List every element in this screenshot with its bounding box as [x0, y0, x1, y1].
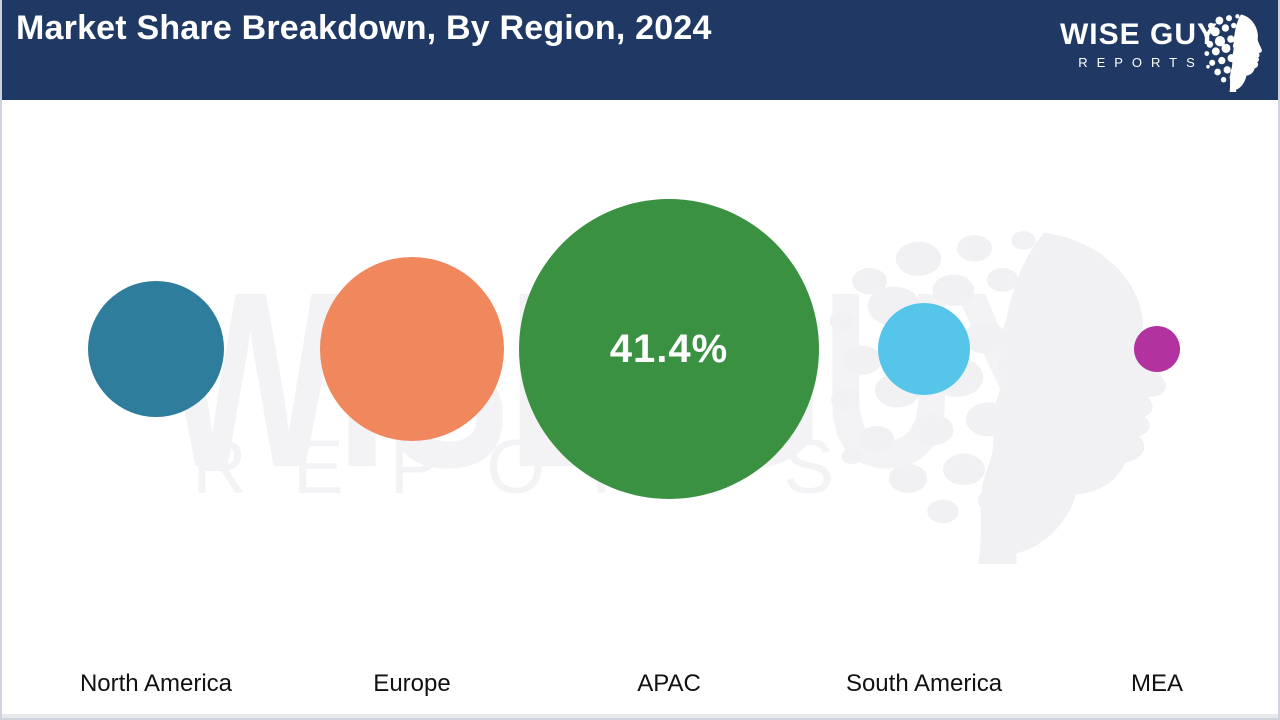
brand-name: WISE GUY — [1059, 18, 1218, 51]
bubble-value-label-apac: 41.4% — [609, 326, 729, 371]
category-label-south-america: South America — [845, 670, 1003, 697]
bubble-south-america — [878, 303, 970, 395]
category-label-apac: APAC — [637, 670, 701, 697]
bubble-europe — [320, 257, 504, 441]
header-bar: Market Share Breakdown, By Region, 2024 … — [2, 0, 1278, 100]
brand-wordmark: WISE GUY REPORTS — [1059, 18, 1218, 71]
brand-subtitle: REPORTS — [1078, 55, 1204, 70]
page-title: Market Share Breakdown, By Region, 2024 — [16, 9, 712, 47]
watermark-head-profile-icon — [829, 231, 1166, 564]
category-label-north-america: North America — [79, 670, 233, 697]
head-profile-icon — [1204, 14, 1262, 92]
bubble-north-america — [88, 281, 224, 417]
footer-strip — [2, 714, 1278, 718]
bubble-mea — [1134, 326, 1180, 372]
bubble-apac: 41.4% — [519, 199, 819, 499]
category-label-europe: Europe — [373, 670, 451, 697]
brand-logo: WISE GUY REPORTS — [1060, 12, 1262, 92]
chart-area: WISE GUY REPORTS North AmericaEurope41.4… — [2, 100, 1278, 714]
category-label-mea: MEA — [1130, 670, 1184, 697]
